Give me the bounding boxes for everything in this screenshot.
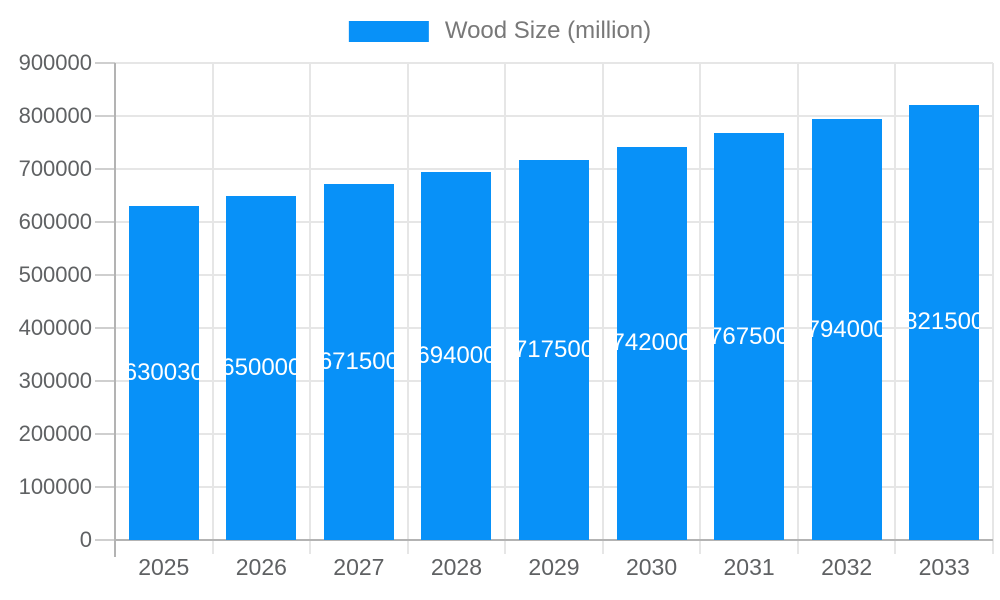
y-axis-tick-label: 600000 xyxy=(18,209,92,234)
x-axis-category-label: 2029 xyxy=(528,554,580,580)
vertical-gridline xyxy=(699,63,702,540)
x-axis-tick xyxy=(309,540,312,554)
x-axis-line xyxy=(115,539,993,541)
x-axis-category-label: 2027 xyxy=(333,554,385,580)
bar[interactable]: 717500 xyxy=(519,159,589,540)
x-axis-tick xyxy=(406,540,409,554)
legend-label: Wood Size (million) xyxy=(444,17,652,44)
bar[interactable]: 671500 xyxy=(323,184,394,540)
bar[interactable]: 742000 xyxy=(616,146,687,540)
x-axis-category-label: 2030 xyxy=(625,554,678,580)
x-axis-category-label: 2033 xyxy=(918,554,970,580)
vertical-gridline xyxy=(211,63,214,540)
bar-value-label: 767500 xyxy=(714,322,785,350)
bar[interactable]: 650000 xyxy=(226,195,297,540)
y-axis-tick xyxy=(95,327,115,329)
y-axis-tick-label: 800000 xyxy=(18,103,92,128)
y-axis-tick xyxy=(95,62,115,64)
x-axis-category-label: 2032 xyxy=(821,554,873,580)
y-axis-tick xyxy=(95,115,115,117)
bar-value-label: 717500 xyxy=(519,335,589,363)
bar[interactable]: 630030 xyxy=(128,206,199,540)
y-axis-tick-label: 400000 xyxy=(18,315,92,340)
y-axis-tick xyxy=(95,380,115,382)
y-axis-tick xyxy=(95,221,115,223)
x-axis-tick xyxy=(894,540,897,554)
bar-value-label: 650000 xyxy=(226,353,297,381)
bar-value-label: 821500 xyxy=(909,308,980,336)
bar[interactable]: 821500 xyxy=(909,104,980,540)
legend-color-swatch xyxy=(348,20,429,42)
x-axis-category-label: 2026 xyxy=(235,554,287,580)
y-axis-tick xyxy=(95,433,115,435)
bar-value-label: 694000 xyxy=(421,342,492,370)
bar[interactable]: 767500 xyxy=(714,133,785,540)
horizontal-gridline xyxy=(115,115,993,117)
bar[interactable]: 794000 xyxy=(811,119,882,540)
x-axis-category-label: 2031 xyxy=(723,554,775,580)
y-axis-tick-label: 500000 xyxy=(18,262,92,287)
x-axis-tick xyxy=(211,540,214,554)
y-axis-tick-label: 200000 xyxy=(18,421,92,446)
vertical-gridline xyxy=(992,63,994,540)
vertical-gridline xyxy=(504,63,507,540)
bar-value-label: 671500 xyxy=(323,348,394,376)
y-axis-tick-label: 700000 xyxy=(18,156,92,181)
x-axis-tick xyxy=(504,540,507,554)
horizontal-gridline xyxy=(115,62,993,64)
vertical-gridline xyxy=(601,63,604,540)
bar-value-label: 630030 xyxy=(128,359,199,387)
bar-value-label: 742000 xyxy=(616,329,687,357)
y-axis-tick xyxy=(95,539,115,541)
y-axis-tick-label: 100000 xyxy=(18,474,92,499)
vertical-gridline xyxy=(796,63,799,540)
y-axis-tick-label: 0 xyxy=(79,527,92,552)
y-axis-tick-label: 300000 xyxy=(18,368,92,393)
x-axis-category-label: 2028 xyxy=(430,554,483,580)
x-axis-tick xyxy=(601,540,604,554)
vertical-gridline xyxy=(406,63,409,540)
y-axis-tick-label: 900000 xyxy=(18,50,92,75)
y-axis-tick xyxy=(95,486,115,488)
y-axis-tick xyxy=(95,274,115,276)
y-axis-line xyxy=(114,63,116,557)
x-axis-tick xyxy=(992,540,994,554)
vertical-gridline xyxy=(894,63,897,540)
bar-value-label: 794000 xyxy=(811,315,882,343)
bar[interactable]: 694000 xyxy=(421,172,492,540)
x-axis-category-label: 2025 xyxy=(138,554,190,580)
x-axis-tick xyxy=(699,540,702,554)
vertical-gridline xyxy=(309,63,312,540)
y-axis-tick xyxy=(95,168,115,170)
legend[interactable]: Wood Size (million) xyxy=(348,17,652,45)
x-axis-tick xyxy=(796,540,799,554)
